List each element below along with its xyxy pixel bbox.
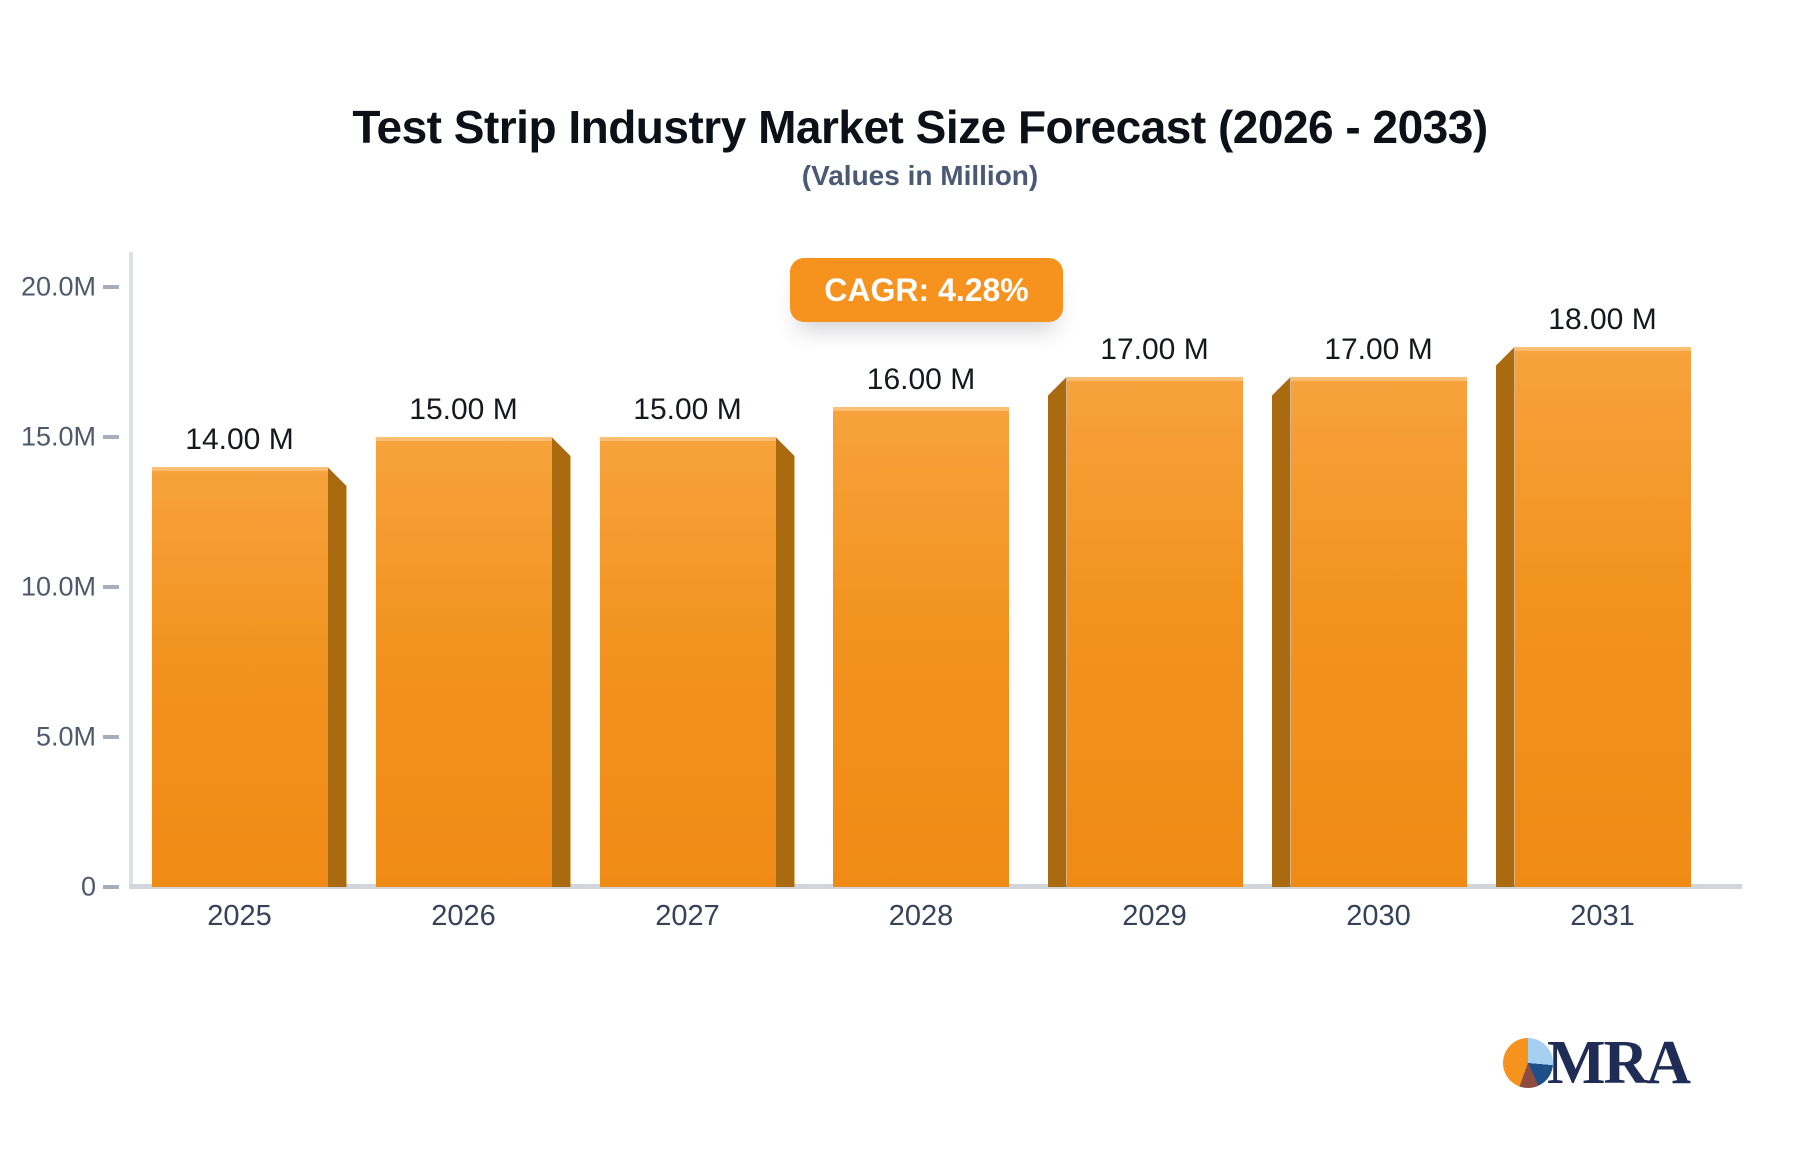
bar-3d-side: [327, 467, 347, 887]
y-tick-label: 20.0M: [20, 271, 96, 302]
bar-face: [1066, 377, 1243, 887]
y-tick-mark: [103, 435, 119, 439]
bar-value-label: 18.00 M: [1548, 303, 1657, 336]
chart-title: Test Strip Industry Market Size Forecast…: [352, 101, 1488, 153]
y-tick-label: 5.0M: [35, 721, 96, 752]
bar-2026[interactable]: [375, 437, 571, 887]
y-tick-mark: [103, 585, 119, 589]
y-axis-line: [129, 252, 133, 889]
y-tick-mark: [103, 735, 119, 739]
bar-2025[interactable]: [151, 467, 347, 887]
bar-2028[interactable]: [833, 407, 1009, 887]
bar-face: [151, 467, 328, 887]
x-tick-label: 2029: [1122, 900, 1187, 932]
bar-3d-side: [1047, 377, 1067, 887]
y-tick-label: 10.0M: [20, 571, 96, 602]
bar-3d-side: [775, 437, 795, 887]
y-tick-label: 0: [80, 871, 96, 902]
brand-logo: MRA: [1503, 1029, 1691, 1097]
bar-value-label: 15.00 M: [633, 393, 742, 426]
bar-value-label: 16.00 M: [866, 363, 976, 396]
bar-value-label: 14.00 M: [185, 423, 294, 456]
cagr-badge: CAGR: 4.28%: [790, 258, 1063, 322]
bar-face: [833, 407, 1009, 887]
bar-2030[interactable]: [1271, 377, 1467, 887]
x-tick-label: 2028: [888, 900, 954, 932]
bar-value-label: 15.00 M: [409, 393, 518, 426]
x-tick-label: 2025: [207, 900, 272, 932]
pie-chart-icon: [1503, 1038, 1553, 1088]
chart-subtitle: (Values in Million): [801, 160, 1039, 191]
bar-value-label: 17.00 M: [1100, 333, 1209, 366]
bar-2027[interactable]: [599, 437, 795, 887]
bar-3d-side: [551, 437, 571, 887]
bar-2031[interactable]: [1495, 347, 1691, 887]
bar-value-label: 17.00 M: [1324, 333, 1433, 366]
x-tick-label: 2030: [1346, 900, 1411, 932]
bar-3d-side: [1495, 347, 1515, 887]
bar-2029[interactable]: [1047, 377, 1243, 887]
bar-face: [1290, 377, 1467, 887]
bar-face: [599, 437, 776, 887]
bar-face: [375, 437, 552, 887]
y-tick-mark: [103, 885, 119, 889]
x-tick-label: 2026: [431, 900, 496, 932]
brand-logo-text: MRA: [1547, 1029, 1691, 1097]
y-tick-label: 15.0M: [20, 421, 96, 452]
x-tick-label: 2031: [1570, 900, 1635, 932]
x-tick-label: 2027: [655, 900, 720, 932]
bar-3d-side: [1271, 377, 1291, 887]
bar-face: [1514, 347, 1691, 887]
y-tick-mark: [103, 285, 119, 289]
